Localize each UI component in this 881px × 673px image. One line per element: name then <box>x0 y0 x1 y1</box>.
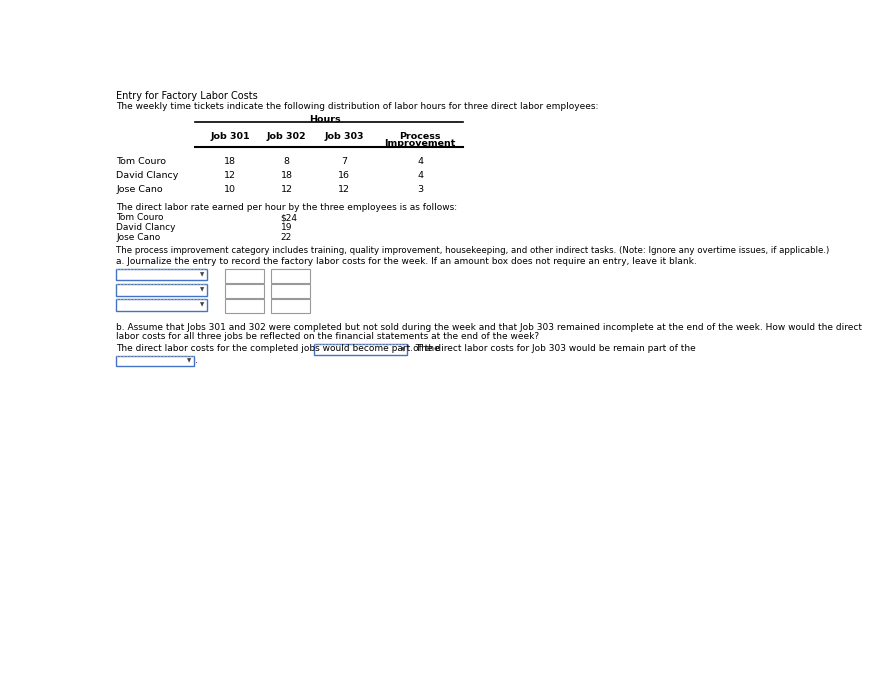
Text: The weekly time tickets indicate the following distribution of labor hours for t: The weekly time tickets indicate the fol… <box>116 102 599 110</box>
Text: ▼: ▼ <box>187 359 191 363</box>
Text: .: . <box>196 355 198 365</box>
Text: Improvement: Improvement <box>384 139 455 147</box>
Text: Job 301: Job 301 <box>211 132 250 141</box>
Text: 18: 18 <box>281 171 292 180</box>
Text: Tom Couro: Tom Couro <box>116 157 167 166</box>
Text: The process improvement category includes training, quality improvement, houseke: The process improvement category include… <box>116 246 830 255</box>
Text: 4: 4 <box>417 157 423 166</box>
Text: The direct labor costs for the completed jobs would become part of the: The direct labor costs for the completed… <box>116 344 440 353</box>
Text: 16: 16 <box>338 171 350 180</box>
Text: labor costs for all three jobs be reflected on the financial statements at the e: labor costs for all three jobs be reflec… <box>116 332 539 341</box>
Text: 12: 12 <box>225 171 236 180</box>
Text: ▼: ▼ <box>200 272 204 277</box>
FancyBboxPatch shape <box>225 269 263 283</box>
Text: Jose Cano: Jose Cano <box>116 184 163 194</box>
Text: Jose Cano: Jose Cano <box>116 234 160 242</box>
Text: Process: Process <box>399 132 440 141</box>
FancyBboxPatch shape <box>315 344 407 355</box>
Text: 18: 18 <box>225 157 236 166</box>
Text: 12: 12 <box>338 184 350 194</box>
Text: David Clancy: David Clancy <box>116 223 176 232</box>
Text: . The direct labor costs for Job 303 would be remain part of the: . The direct labor costs for Job 303 wou… <box>410 344 695 353</box>
FancyBboxPatch shape <box>116 355 194 366</box>
Text: Job 302: Job 302 <box>267 132 307 141</box>
Text: 12: 12 <box>281 184 292 194</box>
Text: 3: 3 <box>417 184 423 194</box>
Text: 22: 22 <box>281 234 292 242</box>
Text: ▼: ▼ <box>401 347 404 352</box>
Text: 4: 4 <box>417 171 423 180</box>
FancyBboxPatch shape <box>271 284 310 298</box>
FancyBboxPatch shape <box>225 284 263 298</box>
Text: a. Journalize the entry to record the factory labor costs for the week. If an am: a. Journalize the entry to record the fa… <box>116 257 697 266</box>
Text: 7: 7 <box>341 157 347 166</box>
Text: David Clancy: David Clancy <box>116 171 179 180</box>
Text: 19: 19 <box>281 223 292 232</box>
FancyBboxPatch shape <box>271 299 310 314</box>
Text: 10: 10 <box>225 184 236 194</box>
Text: The direct labor rate earned per hour by the three employees is as follows:: The direct labor rate earned per hour by… <box>116 203 457 212</box>
Text: Tom Couro: Tom Couro <box>116 213 164 222</box>
FancyBboxPatch shape <box>116 269 207 280</box>
Text: Job 303: Job 303 <box>324 132 364 141</box>
Text: 8: 8 <box>284 157 290 166</box>
Text: ▼: ▼ <box>200 287 204 292</box>
Text: Hours: Hours <box>309 115 341 125</box>
Text: ▼: ▼ <box>200 303 204 308</box>
Text: b. Assume that Jobs 301 and 302 were completed but not sold during the week and : b. Assume that Jobs 301 and 302 were com… <box>116 322 862 332</box>
FancyBboxPatch shape <box>271 269 310 283</box>
Text: Entry for Factory Labor Costs: Entry for Factory Labor Costs <box>116 91 258 101</box>
FancyBboxPatch shape <box>116 299 207 311</box>
FancyBboxPatch shape <box>116 284 207 295</box>
FancyBboxPatch shape <box>225 299 263 314</box>
Text: $24: $24 <box>281 213 298 222</box>
